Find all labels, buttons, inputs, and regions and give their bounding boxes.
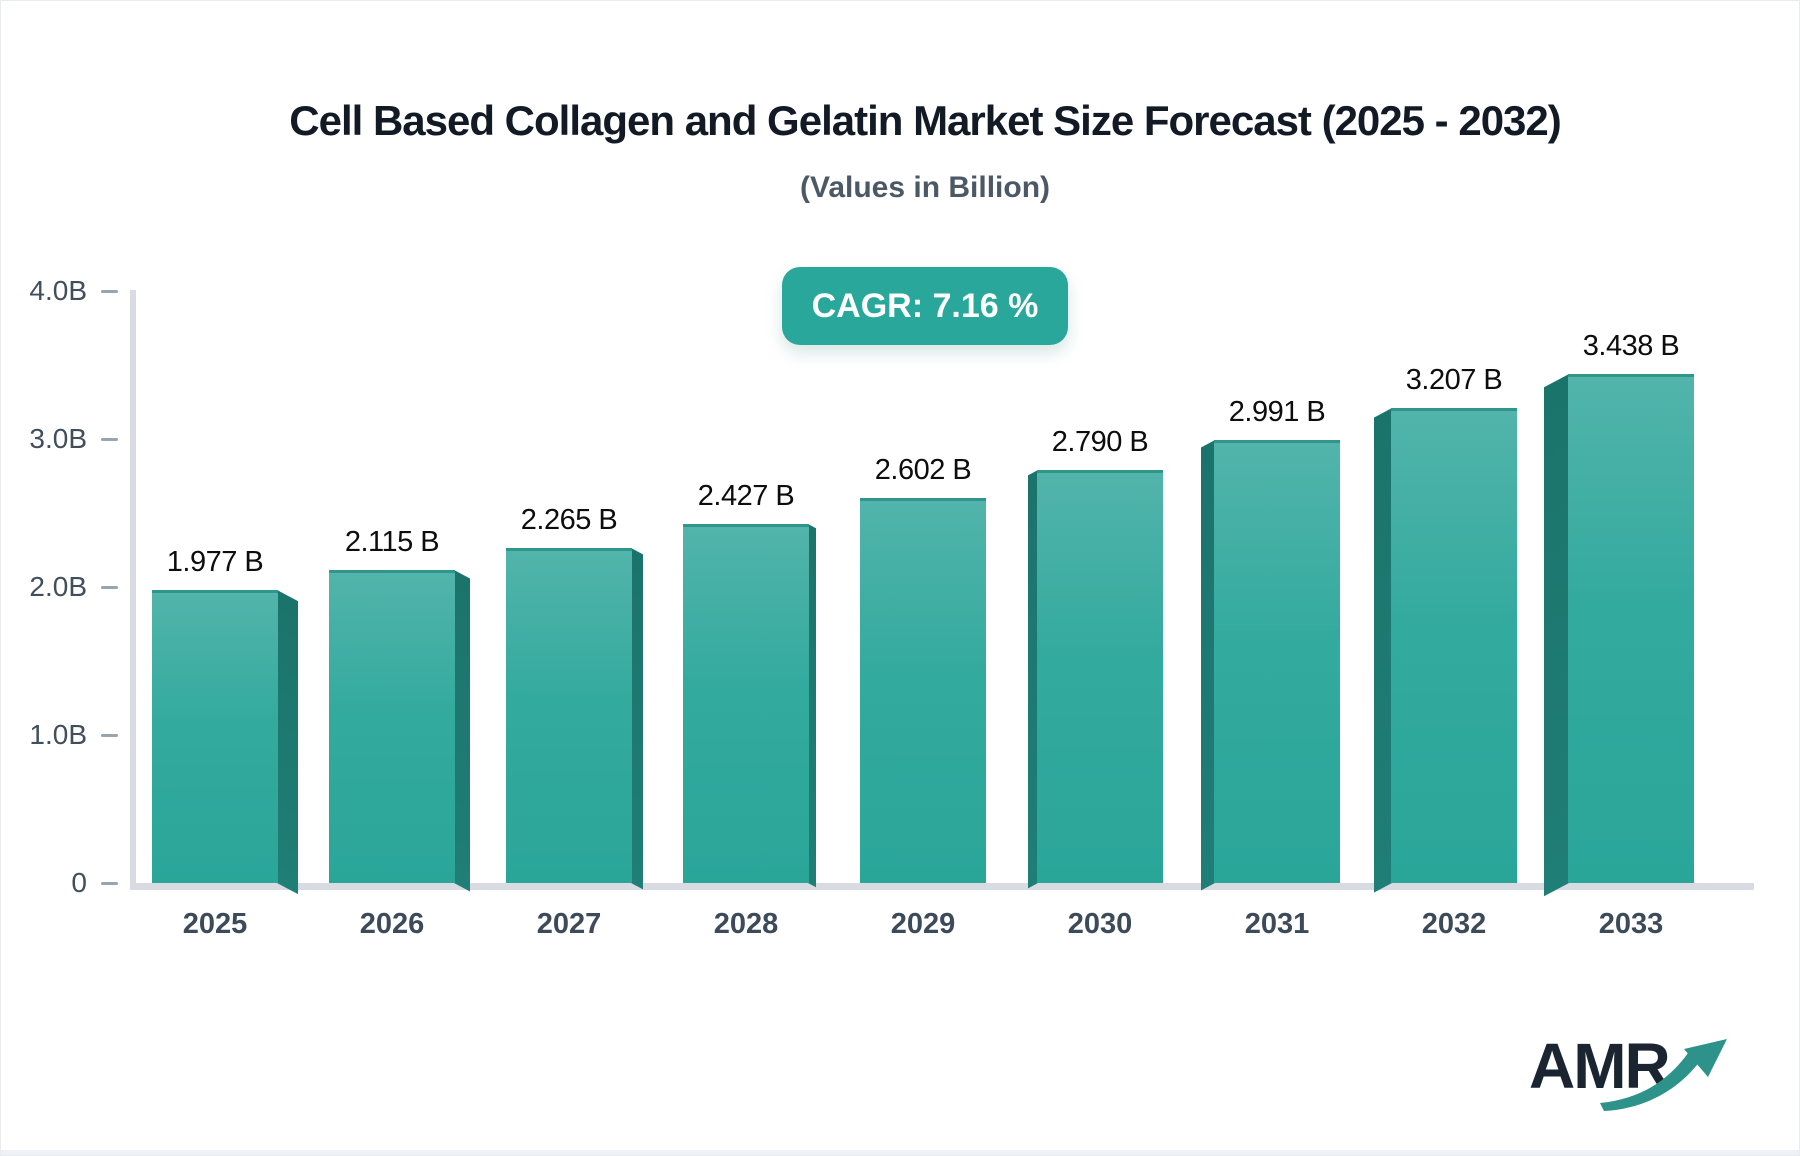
bar-side-face-2033 xyxy=(1544,374,1569,897)
x-axis-label-2033: 2033 xyxy=(1598,908,1664,940)
bar-2027 xyxy=(506,548,632,883)
y-axis-line xyxy=(130,290,136,890)
bar-2033 xyxy=(1568,374,1694,883)
x-axis-label-2025: 2025 xyxy=(182,908,248,940)
bar-side-face-2032 xyxy=(1374,408,1392,893)
bar-side-face-2025 xyxy=(277,590,298,895)
cagr-badge: CAGR: 7.16 % xyxy=(781,267,1069,345)
y-axis-tick-label: 3.0B xyxy=(29,423,87,454)
x-axis-line xyxy=(130,883,1754,890)
bar-value-label-2027: 2.265 B xyxy=(520,504,618,536)
bar-side-face-2027 xyxy=(631,548,643,890)
y-axis-tick-mark xyxy=(101,882,118,885)
x-axis-label-2028: 2028 xyxy=(713,908,779,940)
chart-title: Cell Based Collagen and Gelatin Market S… xyxy=(289,97,1562,144)
y-axis-tick-mark xyxy=(101,438,118,441)
bar-value-label-2030: 2.790 B xyxy=(1051,426,1149,458)
bar-2031 xyxy=(1214,440,1340,883)
bar-side-face-2031 xyxy=(1201,440,1215,891)
amr-logo: AMR xyxy=(1529,1029,1739,1119)
bar-2029 xyxy=(860,498,986,883)
x-axis-label-2029: 2029 xyxy=(890,908,956,940)
y-axis-tick-mark xyxy=(101,586,118,589)
bar-value-label-2033: 3.438 B xyxy=(1582,330,1680,362)
bar-value-label-2031: 2.991 B xyxy=(1228,396,1326,428)
bar-2030 xyxy=(1037,470,1163,883)
cagr-badge-wrap: CAGR: 7.16 % xyxy=(51,267,1799,345)
bar-value-label-2026: 2.115 B xyxy=(344,526,440,558)
y-axis-tick-label: 2.0B xyxy=(29,571,87,602)
chart-subtitle: (Values in Billion) xyxy=(799,171,1051,204)
bar-value-label-2028: 2.427 B xyxy=(697,480,795,512)
x-axis-label-2032: 2032 xyxy=(1421,908,1487,940)
bar-2025 xyxy=(152,590,278,883)
x-axis-label-2027: 2027 xyxy=(536,908,602,940)
growth-arrow-icon xyxy=(1600,1039,1727,1111)
bar-2028 xyxy=(683,524,809,883)
y-axis-tick-label: 1.0B xyxy=(29,719,87,750)
y-axis-tick-mark xyxy=(101,734,118,737)
x-axis-label-2031: 2031 xyxy=(1244,908,1310,940)
y-axis-tick-mark xyxy=(101,290,118,293)
bar-value-label-2032: 3.207 B xyxy=(1405,364,1503,396)
bar-side-face-2028 xyxy=(808,524,816,888)
x-axis-label-2030: 2030 xyxy=(1067,908,1133,940)
bar-value-label-2029: 2.602 B xyxy=(874,454,972,486)
bar-value-label-2025: 1.977 B xyxy=(166,546,264,578)
y-axis-tick-label: 4.0B xyxy=(29,275,87,306)
bar-side-face-2026 xyxy=(454,570,470,892)
bottom-strip xyxy=(1,1150,1799,1155)
y-axis-tick-label: 0 xyxy=(71,867,87,898)
bar-2026 xyxy=(329,570,455,883)
bar-2032 xyxy=(1391,408,1517,883)
x-axis-label-2026: 2026 xyxy=(359,908,425,940)
